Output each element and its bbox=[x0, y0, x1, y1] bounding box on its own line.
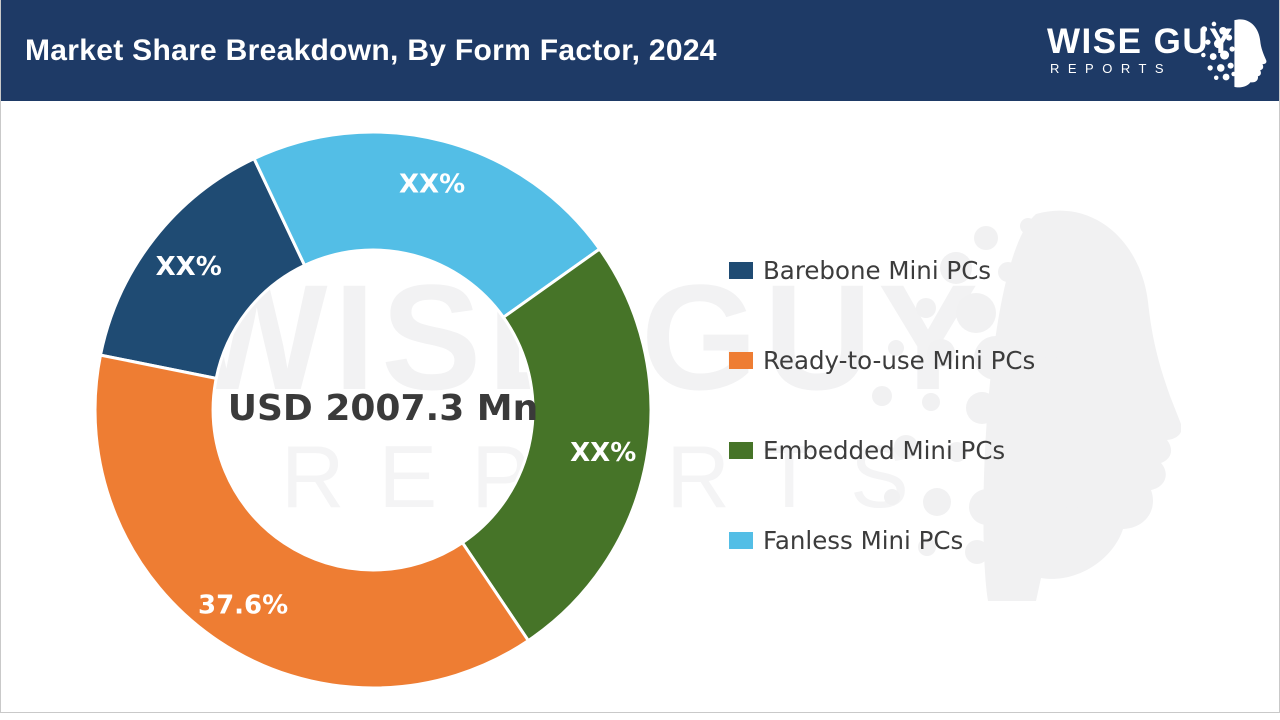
pie-slice-ready-to-use-mini-pcs bbox=[93, 353, 531, 690]
donut-svg: XX% XX% XX% 37.6% USD 2007.3 Mn bbox=[93, 130, 653, 690]
slice-label-embedded-mini-pcs: XX% bbox=[570, 438, 636, 468]
slice-label-ready-to-use-mini-pcs: 37.6% bbox=[198, 591, 288, 621]
donut-chart: XX% XX% XX% 37.6% USD 2007.3 Mn bbox=[65, 96, 685, 712]
legend-item-barebone: Barebone Mini PCs bbox=[729, 254, 1035, 286]
legend-swatch-barebone bbox=[729, 261, 753, 279]
slice-label-barebone-mini-pcs: XX% bbox=[156, 252, 222, 282]
logo-reports-text: REPORTS bbox=[1050, 61, 1173, 76]
legend-swatch-ready-to-use bbox=[729, 351, 753, 369]
wise-guy-reports-logo: WISE GUY REPORTS bbox=[1017, 6, 1267, 96]
donut-center-value: USD 2007.3 Mn bbox=[228, 388, 538, 429]
legend-item-fanless: Fanless Mini PCs bbox=[729, 524, 1035, 556]
legend-item-ready-to-use: Ready-to-use Mini PCs bbox=[729, 344, 1035, 376]
header-bar: Market Share Breakdown, By Form Factor, … bbox=[1, 0, 1279, 101]
chart-legend: Barebone Mini PCs Ready-to-use Mini PCs … bbox=[729, 254, 1035, 556]
legend-item-embedded: Embedded Mini PCs bbox=[729, 434, 1035, 466]
logo-face-icon bbox=[1201, 19, 1267, 88]
chart-title: Market Share Breakdown, By Form Factor, … bbox=[25, 34, 717, 67]
legend-label-embedded: Embedded Mini PCs bbox=[763, 435, 1006, 465]
pie-slice-embedded-mini-pcs bbox=[460, 246, 653, 643]
legend-swatch-fanless bbox=[729, 531, 753, 549]
legend-label-ready-to-use: Ready-to-use Mini PCs bbox=[763, 345, 1036, 375]
legend-swatch-embedded bbox=[729, 441, 753, 459]
legend-label-barebone: Barebone Mini PCs bbox=[763, 255, 992, 285]
watermark-face-icon bbox=[872, 210, 1181, 601]
pie-slice-fanless-mini-pcs bbox=[252, 130, 602, 320]
legend-label-fanless: Fanless Mini PCs bbox=[763, 525, 964, 555]
slice-label-fanless-mini-pcs: XX% bbox=[399, 170, 465, 200]
